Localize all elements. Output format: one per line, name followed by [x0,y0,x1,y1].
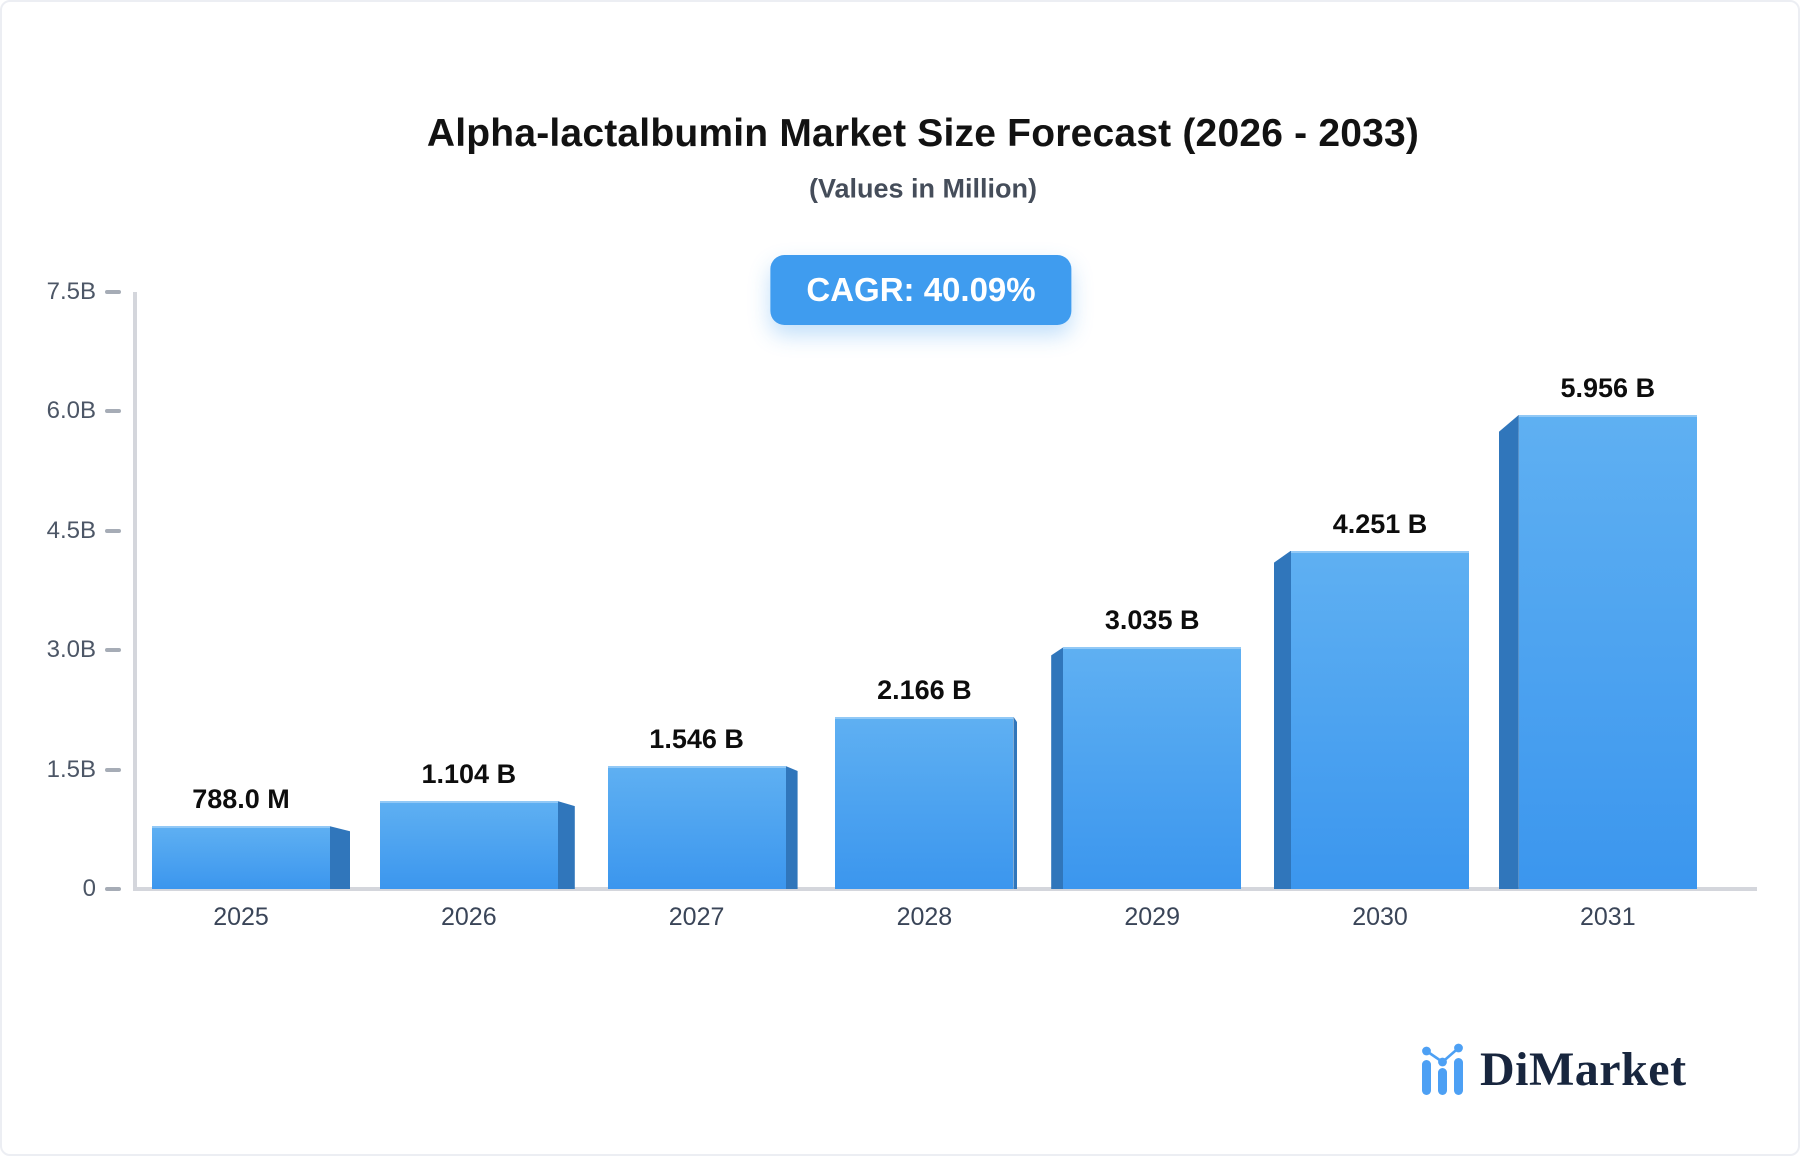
logo-text: DiMarket [1480,1043,1687,1096]
bar-side-3d-2031 [1498,414,1519,889]
y-tick-mark [105,290,121,294]
bar-2028 [835,716,1014,889]
x-axis-label-2025: 2025 [213,903,269,931]
x-axis-label-2029: 2029 [1124,903,1180,931]
x-axis-label-2026: 2026 [440,903,497,931]
bar-value-label: 788.0 M [192,784,290,815]
y-tick-mark [105,767,121,772]
bar-side-3d-2030 [1274,550,1291,889]
bar-side-3d-2027 [785,765,798,889]
bar-2030 [1291,550,1469,889]
y-tick-label: 0 [82,875,96,902]
bar-side-3d-2026 [557,801,575,889]
chart-title: Alpha-lactalbumin Market Size Forecast (… [426,112,1420,155]
bar-2029 [1063,647,1242,889]
x-axis-line [133,887,1757,891]
logo-bar-chart-icon [1422,1043,1463,1095]
x-axis-label-2027: 2027 [668,903,725,931]
x-axis-label-2028: 2028 [896,903,953,931]
y-tick-mark [105,648,121,653]
bar-value-label: 5.956 B [1560,372,1656,403]
bar-value-label: 1.546 B [649,723,744,754]
bar-2031 [1518,414,1697,889]
x-axis-label-2031: 2031 [1579,903,1636,931]
y-tick-label: 6.0B [46,397,96,425]
bar-value-label: 4.251 B [1332,508,1428,539]
bar-value-label: 2.166 B [877,674,972,705]
y-tick-mark [105,409,121,414]
bar-2026 [379,801,558,889]
y-tick-mark [105,528,121,533]
y-tick-mark [105,887,121,891]
cagr-badge: CAGR: 40.09% [770,255,1072,325]
x-axis-label-2030: 2030 [1352,903,1408,931]
y-tick-label: 4.5B [46,516,96,544]
bar-side-3d-2025 [330,826,350,889]
bar-value-label: 3.035 B [1104,605,1200,636]
chart-subtitle: (Values in Million) [808,173,1038,204]
bar-side-3d-2028 [1013,716,1018,889]
y-tick-label: 3.0B [46,636,96,664]
y-axis-line [133,292,137,891]
y-tick-label: 7.5B [46,278,96,305]
dimarket-logo: DiMarket [1420,1040,1687,1098]
bar-2027 [607,765,786,889]
bar-side-3d-2029 [1051,647,1064,889]
y-tick-label: 1.5B [46,755,96,783]
bar-value-label: 1.104 B [421,759,517,790]
bar-2025 [152,826,330,889]
